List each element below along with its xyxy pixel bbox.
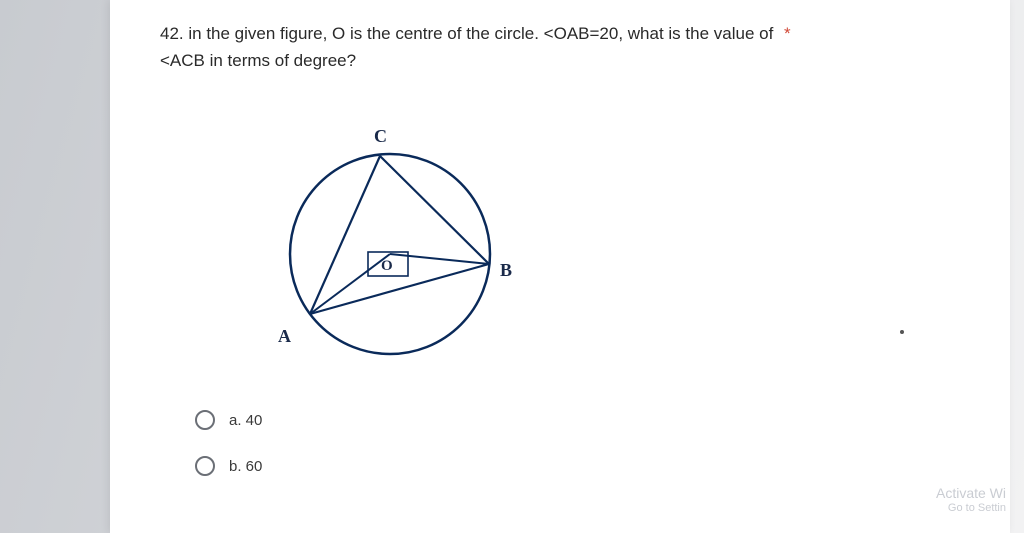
- question-number: 42.: [160, 24, 184, 43]
- option-b-label: b. 60: [229, 458, 262, 475]
- required-asterisk: *: [784, 24, 791, 43]
- option-a-label: a. 40: [229, 412, 262, 429]
- line-OA: [310, 254, 390, 314]
- label-C: C: [374, 126, 387, 146]
- label-O: O: [381, 258, 393, 274]
- option-b-row[interactable]: b. 60: [195, 456, 970, 476]
- question-line1: in the given figure, O is the centre of …: [188, 24, 773, 43]
- watermark-line2: Go to Settin: [936, 502, 1006, 515]
- radio-icon[interactable]: [195, 410, 215, 430]
- question-text: 42. in the given figure, O is the centre…: [160, 20, 970, 74]
- option-a-row[interactable]: a. 40: [195, 410, 970, 430]
- stray-dot: [900, 330, 904, 334]
- label-B: B: [500, 260, 512, 280]
- circle-diagram: C B A O: [240, 104, 540, 384]
- label-A: A: [278, 326, 291, 346]
- line-AB: [310, 264, 489, 314]
- line-OB: [390, 254, 489, 264]
- question-line2: <ACB in terms of degree?: [160, 51, 356, 70]
- activate-windows-watermark: Activate Wi Go to Settin: [936, 485, 1006, 515]
- watermark-line1: Activate Wi: [936, 485, 1006, 502]
- radio-icon[interactable]: [195, 456, 215, 476]
- geometry-figure: C B A O: [240, 104, 540, 384]
- line-AC: [310, 156, 380, 314]
- line-CB: [380, 156, 489, 264]
- question-page: 42. in the given figure, O is the centre…: [110, 0, 1010, 533]
